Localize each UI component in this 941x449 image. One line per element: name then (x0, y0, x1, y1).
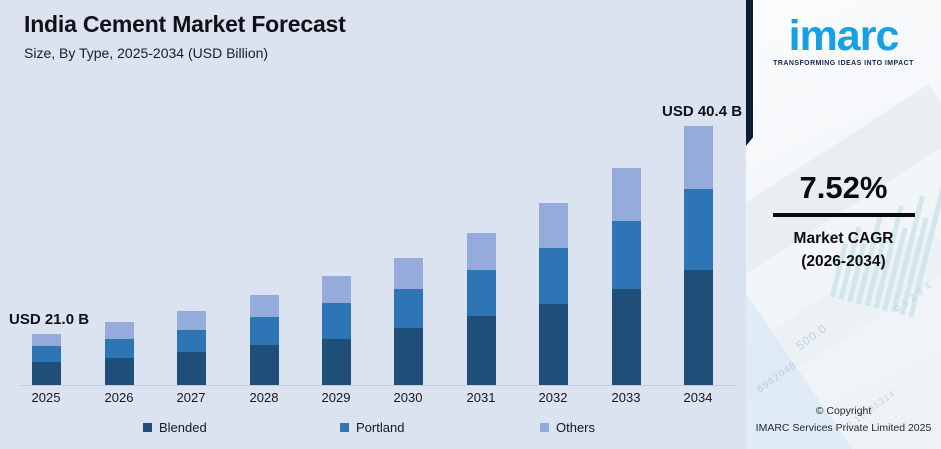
bar-segment-portland (31, 346, 61, 362)
x-axis-label-2027: 2027 (176, 390, 206, 405)
bar-segment-others (104, 322, 134, 339)
copyright-line1: © Copyright (815, 405, 872, 418)
legend-label: Portland (356, 420, 405, 435)
bar-2031 (466, 233, 496, 385)
x-axis-label-2030: 2030 (393, 390, 423, 405)
bar-segment-others (538, 203, 568, 248)
x-axis-label-2029: 2029 (321, 390, 351, 405)
legend-label: Others (556, 420, 596, 435)
bar-segment-portland (249, 317, 279, 345)
x-axis-label-2033: 2033 (611, 390, 641, 405)
bar-segment-blended (321, 339, 351, 385)
page-subtitle: Size, By Type, 2025-2034 (USD Billion) (24, 45, 269, 61)
bar-segment-others (611, 168, 641, 221)
bar-segment-others (249, 295, 279, 317)
bar-segment-portland (104, 339, 134, 358)
bar-2026 (104, 322, 134, 385)
copyright-line2: IMARC Services Private Limited 2025 (755, 421, 932, 434)
bar-segment-blended (104, 358, 134, 385)
x-axis-line (20, 385, 736, 386)
legend-label: Blended (159, 420, 207, 435)
bar-segment-others (176, 311, 206, 330)
bar-segment-portland (611, 221, 641, 289)
bar-2030 (393, 258, 423, 385)
stacked-bar-chart: 2025 2026 2027 2028 2029 2030 2031 2032 2033 2034… (9, 103, 743, 435)
bar-segment-others (321, 276, 351, 303)
imarc-logo-wordmark: imarc (788, 12, 900, 60)
panel-dark-edge (746, 0, 753, 146)
cagr-underline (772, 213, 915, 217)
copyright: © Copyright IMARC Services Private Limit… (746, 403, 941, 436)
legend-swatch (340, 423, 349, 432)
cagr-label-line2: (2026-2034) (801, 253, 886, 271)
imarc-logo: imarc TRANSFORMING IDEAS INTO IMPACT (746, 12, 941, 68)
bar-2034 (683, 126, 713, 385)
bar-segment-portland (466, 270, 496, 316)
bar-segment-others (466, 233, 496, 270)
bar-2029 (321, 276, 351, 385)
bar-segment-blended (683, 270, 713, 385)
bar-segment-portland (393, 289, 423, 328)
bar-segment-others (393, 258, 423, 289)
bar-segment-blended (176, 352, 206, 385)
x-axis-label-2025: 2025 (31, 390, 61, 405)
x-axis-label-2034: 2034 (683, 390, 713, 405)
bar-segment-blended (249, 345, 279, 385)
cagr-block: 7.52% Market CAGR (2026-2034) (746, 170, 941, 274)
legend-item-blended: Blended (143, 420, 207, 435)
cagr-value: 7.52% (799, 170, 888, 205)
bar-segment-blended (31, 362, 61, 385)
value-label-first-bar: USD 21.0 B (9, 311, 90, 328)
bar-2032 (538, 203, 568, 385)
bar-segment-blended (611, 289, 641, 385)
bar-2033 (611, 168, 641, 385)
bar-2028 (249, 295, 279, 385)
bar-segment-blended (538, 304, 568, 385)
bar-segment-blended (466, 316, 496, 385)
bar-segment-portland (538, 248, 568, 304)
bar-segment-portland (683, 189, 713, 270)
bar-segment-blended (393, 328, 423, 385)
bar-2027 (176, 311, 206, 385)
bar-segment-others (31, 334, 61, 346)
bar-segment-others (683, 126, 713, 189)
x-axis-label-2026: 2026 (104, 390, 134, 405)
imarc-logo-tagline: TRANSFORMING IDEAS INTO IMPACT (773, 60, 914, 68)
bar-segment-portland (321, 303, 351, 339)
bar-2025 (31, 334, 61, 385)
legend-swatch (143, 423, 152, 432)
page-title: India Cement Market Forecast (24, 11, 346, 37)
x-axis-label-2028: 2028 (249, 390, 279, 405)
x-axis-label-2032: 2032 (538, 390, 568, 405)
legend-item-portland: Portland (340, 420, 404, 435)
cagr-label-line1: Market CAGR (793, 230, 894, 247)
x-axis-label-2031: 2031 (466, 390, 496, 405)
value-label-last-bar: USD 40.4 B (662, 103, 743, 120)
brand-panel: 500.0 6982048 0 1 2 3 4 0.15785314 imarc… (746, 0, 941, 449)
legend-item-others: Others (540, 420, 595, 435)
bar-segment-portland (176, 330, 206, 352)
legend-swatch (540, 423, 549, 432)
